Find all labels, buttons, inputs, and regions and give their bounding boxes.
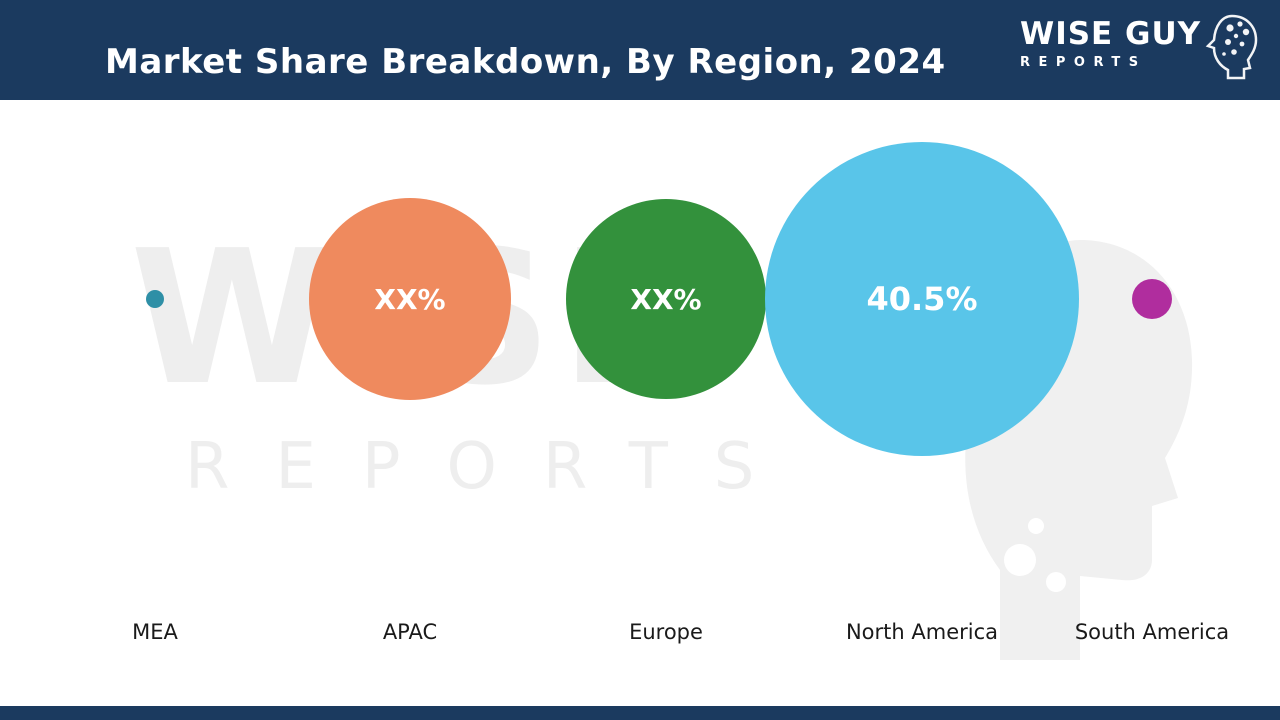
bubble-north-america: 40.5% [765,142,1079,456]
category-label-south-america: South America [1074,620,1230,644]
chart-title: Market Share Breakdown, By Region, 2024 [105,42,946,82]
category-label-mea: MEA [132,620,178,644]
footer-bar [0,706,1280,720]
wiseguy-head-icon [1205,14,1258,80]
header-bar: Market Share Breakdown, By Region, 2024 … [0,0,1280,100]
category-label-north-america: North America [845,620,999,644]
bubble-mea [146,290,164,308]
category-label-apac: APAC [382,620,438,644]
logo-text-wiseguy: WISE GUY [1020,16,1202,52]
bubble-europe: XX% [566,199,766,399]
wiseguy-logo: WISE GUY REPORTS [1020,14,1258,86]
bubble-value-north-america: 40.5% [866,280,978,318]
bubble-chart: MEA XX% APAC XX% Europe 40.5% North America Sou… [0,100,1280,706]
bubble-south-america [1132,279,1172,319]
bubble-value-europe: XX% [630,282,702,316]
bubble-value-apac: XX% [374,282,446,316]
logo-text-reports: REPORTS [1020,55,1147,70]
category-label-europe: Europe [629,620,703,644]
bubble-apac: XX% [309,198,511,400]
